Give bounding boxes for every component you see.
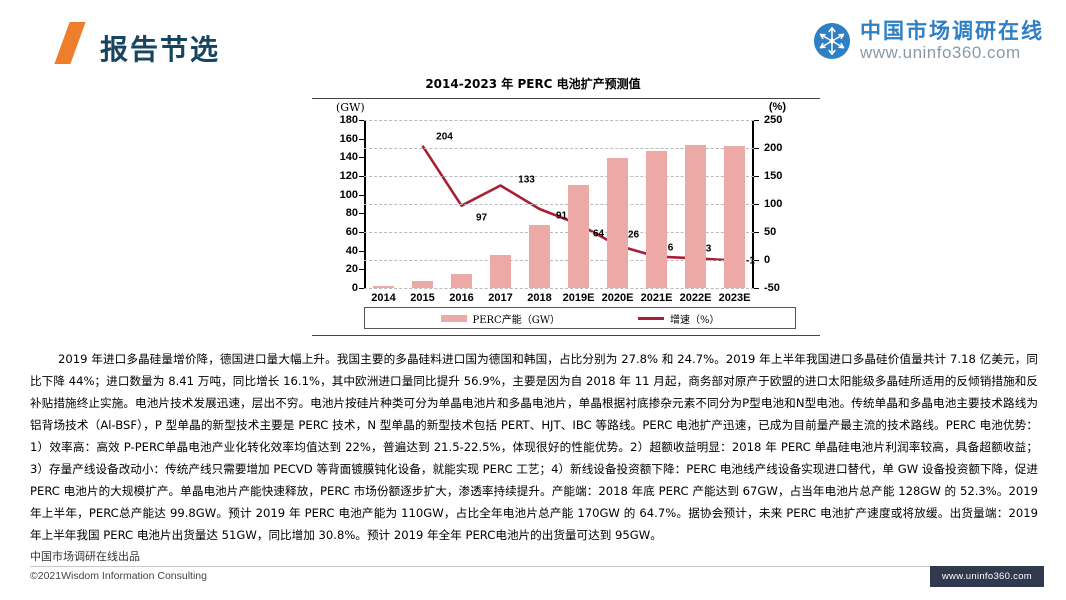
data-label-2021E: 6 <box>667 242 674 254</box>
plot-area: 0 20 40 60 80 100 120 140 160 180 -50 0 50 100 150 200 2… <box>340 114 783 294</box>
grid-line <box>364 120 754 121</box>
y-tick-right <box>754 120 759 121</box>
grid-line <box>364 148 754 149</box>
brand-logo: 中国市场调研在线 www.uninfo360.com <box>813 20 1044 62</box>
snowflake-logo-icon <box>813 22 851 59</box>
grid-line <box>364 260 754 261</box>
body-paragraph: 2019 年进口多晶硅量增价降，德国进口量大幅上升。我国主要的多晶硅料进口国为德… <box>30 352 1038 542</box>
brand-name: 中国市场调研在线 <box>860 19 1044 43</box>
bar-2016 <box>450 274 473 288</box>
y-tick-label-left: 160 <box>339 132 358 145</box>
y-axis-left-unit: (GW) <box>336 101 365 114</box>
y-tick-left <box>359 176 364 177</box>
y-tick-left <box>359 288 364 289</box>
y-tick-left <box>359 232 364 233</box>
y-tick-label-left: 20 <box>345 263 358 276</box>
x-tick-label: 2014 <box>371 292 396 304</box>
y-tick-label-left: 0 <box>351 282 358 294</box>
data-label-2017: 133 <box>518 174 535 186</box>
grid-line <box>364 288 754 289</box>
brand-url: www.uninfo360.com <box>860 43 1021 63</box>
x-tick-label: 2017 <box>488 292 513 304</box>
x-axis-labels: 2014 2015 2016 2017 2018 2019E 2020E 2021E 2022E… <box>364 292 754 304</box>
footer-producer: 中国市场调研在线出品 <box>30 550 140 563</box>
grid-line <box>364 232 754 233</box>
y-tick-label-left: 80 <box>345 207 358 220</box>
x-tick-label: 2019E <box>562 292 595 304</box>
bar-2017 <box>489 255 512 288</box>
legend-swatch-line-icon <box>637 316 664 320</box>
y-tick-left <box>359 250 364 252</box>
y-tick-label-right: -50 <box>764 282 780 294</box>
y-tick-left <box>359 157 364 159</box>
data-label-2018: 91 <box>555 210 568 222</box>
y-tick-label-left: 120 <box>339 170 358 182</box>
y-tick-left <box>359 138 364 140</box>
y-tick-label-left: 180 <box>339 114 358 126</box>
y-tick-label-right: 250 <box>764 114 783 126</box>
bar-2014 <box>372 286 395 288</box>
y-tick-left <box>359 194 364 196</box>
y-tick-left <box>359 120 364 121</box>
y-tick-right <box>754 260 759 261</box>
y-tick-label-left: 60 <box>345 226 358 238</box>
x-tick-label: 2023E <box>718 292 751 304</box>
x-tick-label: 2020E <box>601 292 634 304</box>
page-header: 报告节选 中国市场调研在线 www.unin <box>0 0 1066 80</box>
chart-legend: PERC产能（GW） 增速（%） <box>364 307 796 329</box>
footer-copyright: ©2021Wisdom Information Consulting <box>30 570 207 582</box>
data-label-2020E: 26 <box>627 229 640 241</box>
data-label-2015: 204 <box>436 131 453 143</box>
footer-url-badge[interactable]: www.uninfo360.com <box>929 566 1044 587</box>
x-tick-label: 2021E <box>640 292 673 304</box>
y-axis-right-unit: (%) <box>768 101 786 113</box>
bar-2015 <box>411 281 434 288</box>
y-tick-label-left: 100 <box>339 188 358 201</box>
legend-item-capacity: PERC产能（GW） <box>440 311 560 326</box>
data-label-2019E: 64 <box>592 228 605 240</box>
y-tick-left <box>359 213 364 215</box>
y-tick-label-left: 140 <box>339 151 358 164</box>
y-tick-label-right: 150 <box>764 170 783 182</box>
bar-2018 <box>528 225 551 288</box>
x-tick-label: 2015 <box>410 292 435 304</box>
legend-label-capacity: PERC产能（GW） <box>472 314 560 326</box>
chart-title: 2014-2023 年 PERC 电池扩产预测值 <box>425 77 641 91</box>
bar-2021E <box>645 150 668 288</box>
footer-divider <box>30 566 1036 567</box>
data-label-2022E: 3 <box>705 243 712 255</box>
y-tick-label-right: 0 <box>764 254 771 266</box>
chart-figure: (GW) (%) 0 20 40 60 80 100 120 140 160 180 -50 0 50 1… <box>312 98 820 336</box>
y-tick-right <box>754 288 759 289</box>
x-tick-label: 2018 <box>527 292 552 304</box>
grid-line <box>364 204 754 205</box>
y-tick-label-right: 200 <box>764 142 783 154</box>
y-tick-right <box>754 176 759 177</box>
y-tick-right <box>754 232 759 233</box>
bar-2022E <box>684 145 707 288</box>
x-tick-label: 2022E <box>679 292 712 304</box>
bar-2020E <box>606 158 629 288</box>
y-tick-label-left: 40 <box>345 244 358 257</box>
data-label-2023E: -1 <box>746 255 755 267</box>
x-tick-label: 2016 <box>449 292 474 304</box>
accent-slash-icon <box>54 22 86 64</box>
y-tick-label-right: 50 <box>764 226 777 238</box>
legend-item-growth: 增速（%） <box>637 311 720 326</box>
y-tick-right <box>754 204 759 205</box>
grid-line <box>364 176 754 177</box>
data-label-2016: 97 <box>475 212 488 224</box>
legend-swatch-bar-icon <box>440 314 467 322</box>
y-tick-left <box>359 269 364 271</box>
bar-2023E <box>723 146 746 288</box>
y-tick-label-right: 100 <box>764 198 783 210</box>
y-tick-right <box>754 148 759 149</box>
bar-2019E <box>567 185 590 288</box>
legend-label-growth: 增速（%） <box>669 314 720 326</box>
page-title: 报告节选 <box>100 33 221 66</box>
